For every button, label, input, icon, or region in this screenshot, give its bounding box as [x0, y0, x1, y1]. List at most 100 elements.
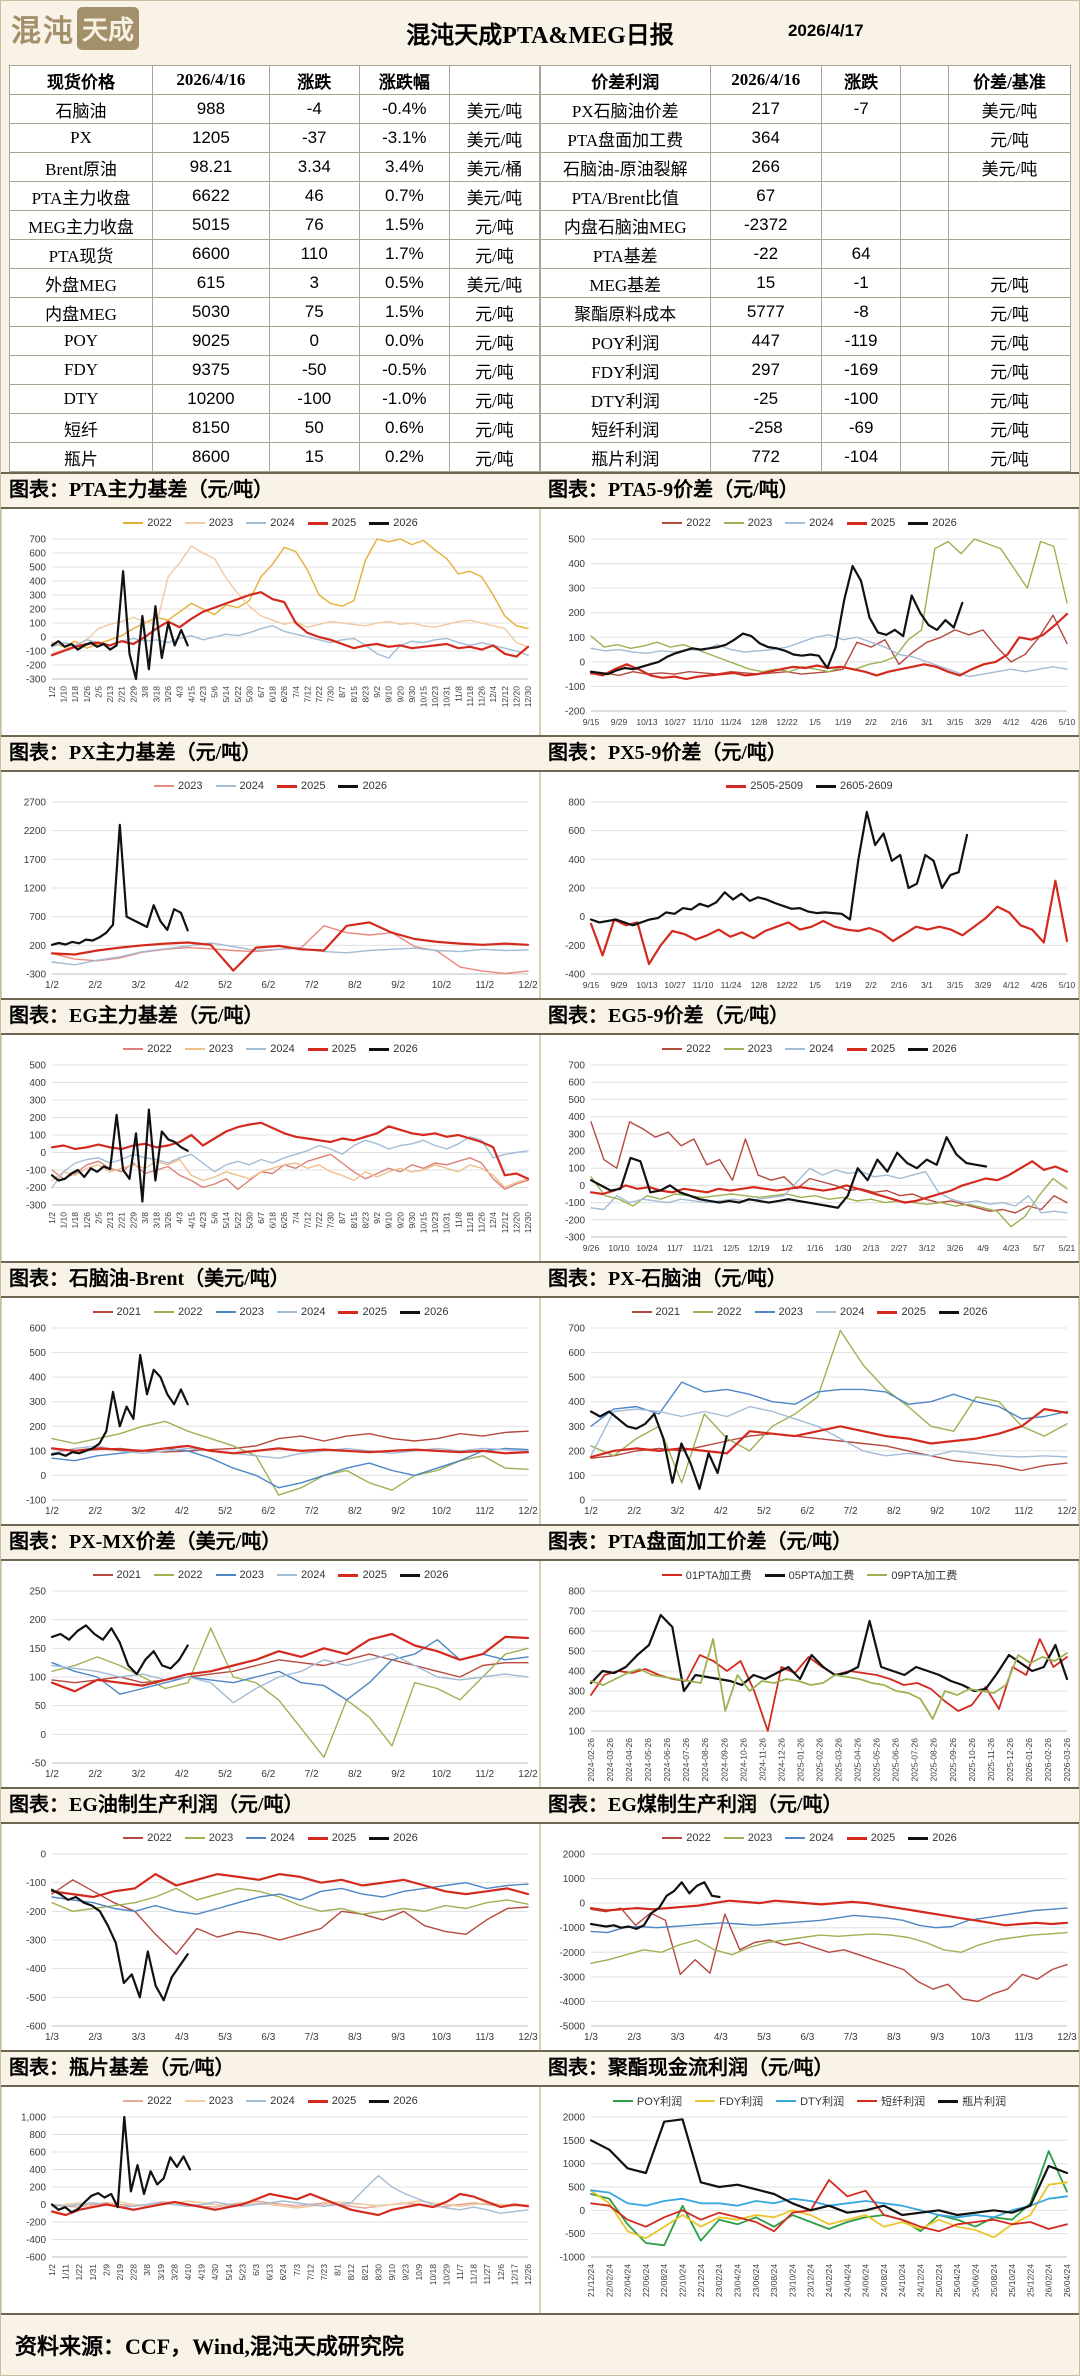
svg-text:0: 0: [40, 2200, 46, 2211]
svg-text:23/08/24: 23/08/24: [769, 2264, 779, 2297]
svg-text:100: 100: [29, 1673, 46, 1684]
svg-text:0: 0: [40, 1471, 46, 1482]
spread-table-cell: [948, 210, 1071, 240]
svg-text:4/2: 4/2: [175, 1506, 189, 1517]
svg-text:500: 500: [568, 1373, 585, 1384]
svg-text:500: 500: [568, 1647, 585, 1658]
spread-table-row: DTY利润 -25 -100 元/吨: [540, 384, 1071, 414]
svg-text:600: 600: [568, 1627, 585, 1638]
svg-text:7/22: 7/22: [314, 1212, 324, 1229]
legend-label: 短纤利润: [881, 2096, 926, 2108]
chart-plot: 700 600 500 400 300 200 100 01/2 2/2 3/2 4/2 5/2 6/2…: [568, 1324, 1077, 1518]
legend-item: 2025: [307, 517, 356, 529]
svg-text:1/2: 1/2: [47, 686, 57, 698]
svg-text:2026-01-26: 2026-01-26: [1024, 1738, 1034, 1782]
svg-text:300: 300: [568, 584, 585, 595]
legend-swatch-icon: [123, 1048, 144, 1050]
svg-text:3/2: 3/2: [132, 1506, 146, 1517]
svg-text:10/23: 10/23: [430, 1212, 440, 1234]
spread-table-cell: 64: [820, 239, 902, 269]
series-line-2022: [590, 1907, 1068, 2003]
legend-swatch-icon: [338, 1310, 359, 1314]
series-line-2026: [50, 1353, 189, 1457]
legend-label: 2026: [932, 517, 957, 529]
svg-text:7/4: 7/4: [291, 686, 301, 698]
svg-text:4/19: 4/19: [197, 2264, 207, 2281]
legend-label: 2022: [178, 1306, 203, 1318]
svg-text:700: 700: [568, 1324, 585, 1335]
svg-text:4/15: 4/15: [186, 1212, 196, 1229]
legend-swatch-icon: [369, 1836, 390, 1840]
svg-text:2/13: 2/13: [105, 1212, 115, 1229]
spread-table-cell: -100: [820, 384, 902, 414]
brand-logo-box: 天成: [77, 6, 140, 50]
svg-text:11/2: 11/2: [1014, 1506, 1033, 1517]
legend-swatch-icon: [846, 1836, 867, 1840]
svg-text:2024-05-26: 2024-05-26: [643, 1738, 653, 1782]
spread-table-cell: [900, 384, 950, 414]
legend-swatch-icon: [369, 521, 390, 525]
legend-item: 01PTA加工费: [661, 1567, 752, 1583]
svg-text:200: 200: [29, 1113, 46, 1124]
series-line-2024: [51, 1882, 529, 1915]
svg-text:2/16: 2/16: [891, 717, 908, 727]
spread-table-cell: [900, 123, 950, 153]
svg-text:8/2: 8/2: [887, 1506, 901, 1517]
legend-item: 2023: [184, 2095, 233, 2107]
series-line-2026: [50, 1624, 189, 1676]
svg-text:23/12/24: 23/12/24: [806, 2264, 816, 2297]
legend-item: 2024: [246, 517, 295, 529]
legend-item: 2024: [785, 1832, 834, 1844]
svg-text:9/10: 9/10: [384, 686, 394, 703]
spot-table-cell: 75: [268, 297, 360, 327]
svg-text:7/12: 7/12: [305, 2264, 315, 2281]
svg-text:8/2: 8/2: [348, 1769, 362, 1780]
legend-label: 2026: [393, 1043, 418, 1055]
svg-text:11/24: 11/24: [721, 717, 742, 727]
svg-text:2025-09-26: 2025-09-26: [948, 1738, 958, 1782]
svg-text:3/3: 3/3: [671, 2032, 685, 2043]
spread-table-row: POY利润 447 -119 元/吨: [540, 326, 1071, 356]
svg-text:6/18: 6/18: [268, 1212, 278, 1229]
chart-panel: 图表：PTA5-9价差（元/吨） 2022 2023 2024 2025 2026 500 4…: [540, 472, 1079, 735]
svg-text:5/6: 5/6: [210, 686, 220, 698]
svg-text:1700: 1700: [24, 855, 47, 866]
spot-table-cell: 110: [268, 239, 360, 269]
spot-table-cell: 元/吨: [448, 355, 541, 385]
spot-table-cell: PX: [8, 123, 154, 153]
spread-table-cell: POY利润: [540, 326, 711, 356]
chart-body: 2022 2023 2024 2025 2026 700 600 500 400 300 200 10…: [540, 1035, 1079, 1261]
spot-table-cell: 0.7%: [358, 181, 450, 211]
svg-text:7/3: 7/3: [292, 2264, 302, 2276]
svg-text:7/3: 7/3: [305, 2032, 319, 2043]
svg-text:4/2: 4/2: [175, 980, 189, 991]
svg-text:8/2: 8/2: [348, 980, 362, 991]
svg-text:6/2: 6/2: [800, 1506, 814, 1517]
svg-text:700: 700: [29, 912, 46, 923]
svg-text:4/2: 4/2: [175, 1769, 189, 1780]
svg-text:1/18: 1/18: [70, 1212, 80, 1229]
legend-swatch-icon: [369, 2099, 390, 2103]
svg-text:3/1: 3/1: [921, 717, 933, 727]
svg-text:1/3: 1/3: [584, 2032, 598, 2043]
legend-label: 01PTA加工费: [685, 1570, 752, 1582]
spread-table-cell: PTA基差: [540, 239, 711, 269]
svg-text:4/23: 4/23: [198, 686, 208, 703]
svg-text:2025-06-26: 2025-06-26: [891, 1738, 901, 1782]
spot-table-header-cell: 现货价格: [8, 65, 154, 95]
series-line-2024: [51, 1136, 529, 1189]
svg-text:4/15: 4/15: [186, 686, 196, 703]
svg-text:-400: -400: [26, 1964, 46, 1975]
svg-text:0: 0: [40, 1730, 46, 1741]
legend-item: 2023: [184, 1832, 233, 1844]
legend-label: 2022: [147, 2095, 172, 2107]
svg-text:2026-02-26: 2026-02-26: [1043, 1738, 1053, 1782]
chart-body: 2022 2023 2024 2025 2026 500 400 300 200 100 0 -100…: [540, 509, 1079, 735]
svg-text:3/29: 3/29: [975, 717, 992, 727]
legend-label: 2026: [393, 2095, 418, 2107]
spread-table-header-cell: 价差利润: [540, 65, 711, 95]
legend-label: 瓶片利润: [962, 2096, 1007, 2108]
svg-text:4/2: 4/2: [714, 1506, 728, 1517]
